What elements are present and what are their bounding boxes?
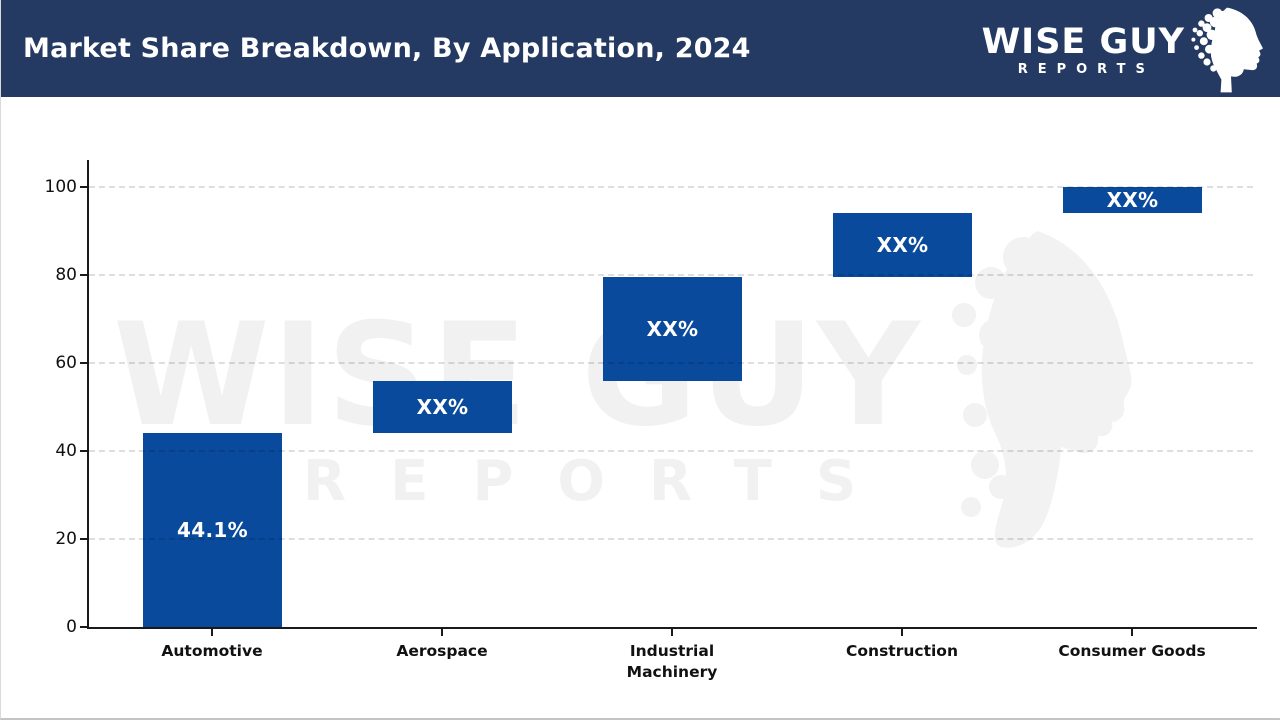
bar-construction: XX% <box>833 213 972 278</box>
watermark-wise-guy: WISE GUY <box>113 293 922 458</box>
x-tick-4 <box>1131 629 1133 636</box>
y-tick-0 <box>80 626 87 628</box>
bar-value-label: XX% <box>876 233 929 258</box>
x-label-automotive: Automotive <box>120 641 304 662</box>
gridline-60 <box>89 362 1253 364</box>
y-tick-label-60: 60 <box>55 353 77 373</box>
bar-industrial-machinery: XX% <box>603 277 742 381</box>
gridline-40 <box>89 450 1253 452</box>
x-label-consumer-goods: Consumer Goods <box>1040 641 1224 662</box>
y-tick-label-100: 100 <box>44 177 77 197</box>
x-label-line: Automotive <box>161 642 263 660</box>
y-tick-100 <box>80 186 87 188</box>
bar-aerospace: XX% <box>373 381 512 433</box>
gridline-20 <box>89 538 1253 540</box>
x-label-line: Aerospace <box>396 642 488 660</box>
y-axis-line <box>87 160 89 629</box>
bar-value-label: XX% <box>416 394 469 419</box>
brand-name: WISE GUY <box>981 21 1185 62</box>
bar-value-label: XX% <box>646 317 699 342</box>
x-label-line: Machinery <box>626 663 718 681</box>
x-label-line: Consumer Goods <box>1058 642 1206 660</box>
bar-value-label: XX% <box>1106 188 1159 212</box>
x-label-line: Construction <box>846 642 958 660</box>
x-tick-1 <box>441 629 443 636</box>
header-bar: Market Share Breakdown, By Application, … <box>1 0 1280 97</box>
gridline-100 <box>89 186 1253 188</box>
bar-value-label: 44.1% <box>177 518 248 542</box>
y-tick-label-0: 0 <box>66 617 77 637</box>
x-tick-2 <box>671 629 673 636</box>
x-label-line: Industrial <box>629 642 715 660</box>
y-tick-20 <box>80 538 87 540</box>
chart-area: WISE GUY REPORTS 0 20 40 60 80 100 Automotive A… <box>1 97 1280 718</box>
wise-guy-face-icon <box>1191 7 1263 93</box>
x-tick-3 <box>901 629 903 636</box>
x-label-aerospace: Aerospace <box>350 641 534 662</box>
x-label-construction: Construction <box>810 641 994 662</box>
y-tick-80 <box>80 274 87 276</box>
x-label-industrial-machinery: Industrial Machinery <box>580 641 764 683</box>
y-tick-40 <box>80 450 87 452</box>
y-tick-60 <box>80 362 87 364</box>
x-axis-line <box>87 627 1257 629</box>
watermark-face-icon <box>952 231 1132 548</box>
gridline-80 <box>89 274 1253 276</box>
bar-automotive: 44.1% <box>143 433 282 627</box>
watermark-reports: REPORTS <box>303 449 901 514</box>
y-tick-label-20: 20 <box>55 529 77 549</box>
y-tick-label-80: 80 <box>55 265 77 285</box>
brand-logo: WISE GUY REPORTS <box>982 0 1267 97</box>
bar-consumer-goods: XX% <box>1063 187 1202 213</box>
page-title: Market Share Breakdown, By Application, … <box>23 33 751 64</box>
brand-subtitle: REPORTS <box>1017 62 1155 78</box>
brand-logo-text: WISE GUY REPORTS <box>981 21 1185 78</box>
y-tick-label-40: 40 <box>55 441 77 461</box>
x-tick-0 <box>211 629 213 636</box>
